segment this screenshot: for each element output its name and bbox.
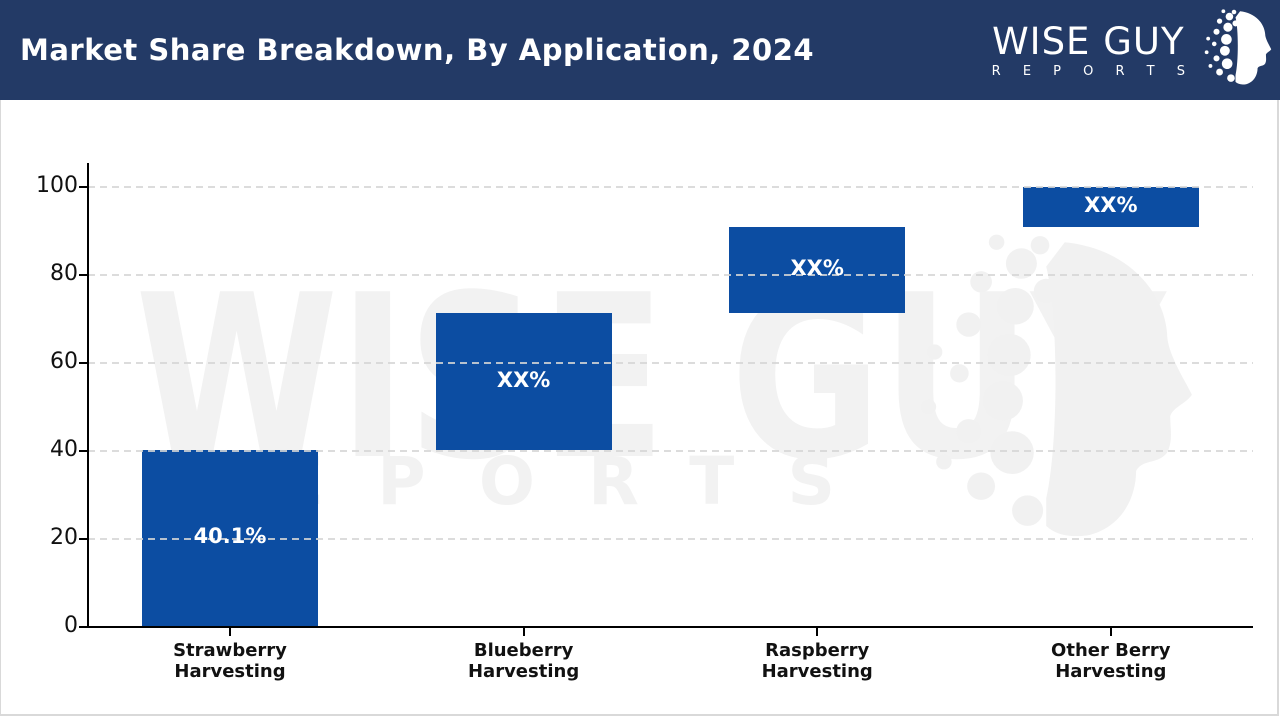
- gridline-100: [88, 186, 1253, 189]
- wise-guy-reports-logo: WISE GUY R E P O R T S: [983, 6, 1272, 94]
- y-tick-label: 20: [50, 524, 78, 550]
- bar-value-label: 40.1%: [193, 524, 267, 549]
- x-category-label: Strawberry Harvesting: [110, 640, 350, 682]
- bar-value-label: XX%: [790, 256, 844, 280]
- logo-text: WISE GUY R E P O R T S: [983, 19, 1194, 79]
- x-tick-mark: [1109, 627, 1112, 636]
- y-tick-mark: [79, 449, 87, 452]
- x-category-label-line: Blueberry: [473, 639, 574, 661]
- logo-wordmark: WISE GUY: [992, 19, 1185, 63]
- x-category-label: Other Berry Harvesting: [991, 640, 1231, 682]
- bar-value-label: XX%: [496, 367, 551, 392]
- x-axis-line: [86, 625, 1253, 628]
- x-category-label-line: Strawberry: [173, 639, 287, 661]
- header-bar: Market Share Breakdown, By Application, …: [0, 0, 1280, 100]
- y-tick-label: 60: [50, 348, 78, 374]
- logo-face-icon: [1204, 9, 1272, 85]
- bar-other-berry-harvesting: [1022, 187, 1199, 228]
- y-tick-mark: [79, 274, 87, 277]
- x-tick-mark: [229, 627, 231, 636]
- bar-blueberry-harvesting: [435, 312, 612, 451]
- gridline-60: [88, 361, 1253, 364]
- y-tick-mark: [79, 625, 87, 628]
- y-tick-label: 80: [50, 261, 78, 287]
- y-tick-mark: [79, 361, 87, 364]
- x-category-label-line: Harvesting: [174, 660, 286, 682]
- bar-raspberry-harvesting: [729, 227, 906, 313]
- x-category-label-line: Harvesting: [1055, 660, 1167, 682]
- x-category-label-line: Raspberry: [765, 639, 870, 661]
- gridline-20: [88, 537, 1253, 540]
- x-category-label: Raspberry Harvesting: [697, 640, 937, 682]
- y-tick-label: 100: [36, 173, 78, 199]
- logo-subtitle: R E P O R T S: [991, 63, 1194, 79]
- y-tick-label: 40: [50, 436, 78, 462]
- page-title: Market Share Breakdown, By Application, …: [20, 33, 815, 67]
- x-category-label-line: Harvesting: [467, 660, 580, 682]
- x-tick-mark: [816, 627, 819, 636]
- y-tick-label: 0: [64, 612, 78, 638]
- x-tick-mark: [522, 627, 525, 636]
- gridline-40: [88, 449, 1253, 452]
- gridline-80: [88, 274, 1253, 277]
- y-tick-mark: [79, 537, 87, 540]
- x-category-label: Blueberry Harvesting: [404, 640, 644, 682]
- watermark-face-icon: [920, 234, 1192, 537]
- y-tick-mark: [79, 186, 87, 189]
- x-category-label-line: Harvesting: [761, 660, 873, 682]
- bar-value-label: XX%: [1084, 193, 1138, 218]
- x-category-label-line: Other Berry: [1051, 639, 1171, 661]
- y-axis-line: [86, 163, 89, 628]
